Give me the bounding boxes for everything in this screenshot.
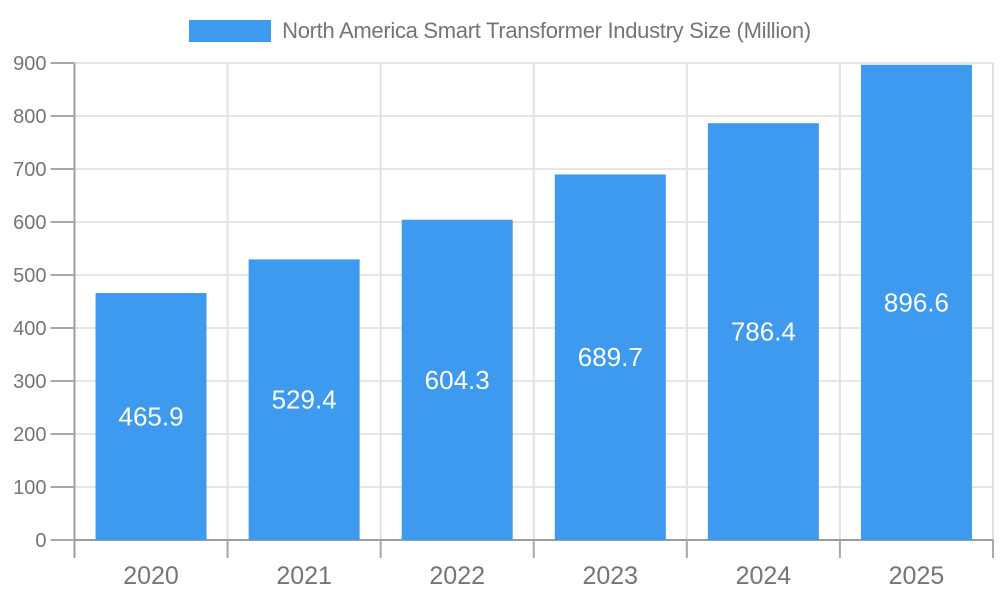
chart-legend[interactable]: North America Smart Transformer Industry… <box>0 20 1000 42</box>
bar-value-label: 786.4 <box>731 317 796 347</box>
x-axis-tick-label: 2021 <box>276 562 332 590</box>
y-axis-tick-label: 900 <box>13 53 46 75</box>
y-axis-tick-label: 300 <box>13 371 46 393</box>
y-axis-tick-label: 400 <box>13 318 46 340</box>
y-axis-tick-label: 600 <box>13 212 46 234</box>
x-axis-tick-label: 2025 <box>889 562 945 590</box>
bar-value-label: 465.9 <box>119 402 184 432</box>
bar-value-label: 689.7 <box>578 342 643 372</box>
bar-2024[interactable] <box>707 123 819 540</box>
bar-2023[interactable] <box>554 174 666 541</box>
y-axis-tick-label: 200 <box>13 424 46 446</box>
y-axis-tick-label: 500 <box>13 265 46 287</box>
bar-2020[interactable] <box>95 293 207 540</box>
y-axis-tick-label: 700 <box>13 159 46 181</box>
y-axis-tick-label: 0 <box>35 530 46 552</box>
bar-value-label: 604.3 <box>425 365 490 395</box>
x-axis-tick-label: 2020 <box>123 562 179 590</box>
x-axis-tick-label: 2023 <box>582 562 638 590</box>
x-axis-tick-label: 2024 <box>736 562 792 590</box>
x-axis-tick-label: 2022 <box>429 562 485 590</box>
y-axis-tick-label: 100 <box>13 477 46 499</box>
bar-value-label: 529.4 <box>272 385 337 415</box>
legend-swatch <box>189 20 272 42</box>
bar-2021[interactable] <box>248 259 360 540</box>
legend-label: North America Smart Transformer Industry… <box>282 18 811 43</box>
bar-value-label: 896.6 <box>884 287 949 317</box>
y-axis-tick-label: 800 <box>13 106 46 128</box>
bar-2025[interactable] <box>860 64 972 540</box>
bar-2022[interactable] <box>401 219 513 540</box>
